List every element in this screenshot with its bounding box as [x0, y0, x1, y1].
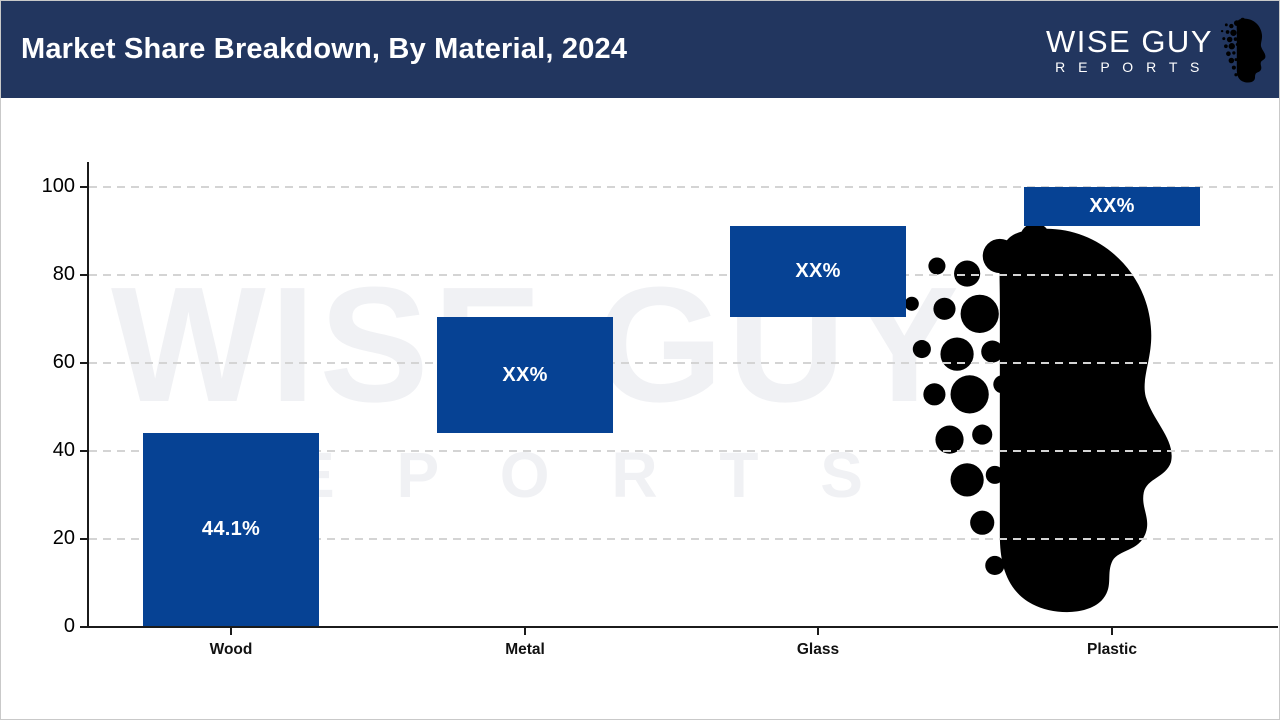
gridline-100	[89, 186, 1278, 188]
y-axis-tick-label: 60	[52, 351, 75, 373]
bar-value-label: XX%	[795, 260, 841, 283]
brand-logo: WISE GUY R E P O R T S	[1046, 1, 1267, 98]
y-axis-tick-mark	[80, 626, 88, 628]
logo-text: WISE GUY R E P O R T S	[1045, 23, 1213, 76]
y-axis-tick-label: 40	[52, 439, 75, 461]
y-axis-line	[87, 162, 89, 628]
y-axis-tick-mark	[80, 186, 88, 188]
logo-wordmark: WISE GUY	[1045, 23, 1213, 59]
x-axis-line	[87, 626, 1278, 628]
y-axis-tick-mark	[80, 450, 88, 452]
y-axis-tick-label: 80	[52, 263, 75, 285]
x-axis-tick-mark	[1111, 628, 1113, 635]
gridline-20	[89, 538, 1278, 540]
y-axis-tick-mark	[80, 538, 88, 540]
x-axis-category-label: Plastic	[1087, 641, 1137, 658]
logo-subtext: R E P O R T S	[1055, 59, 1204, 76]
gridline-40	[89, 450, 1278, 452]
x-axis-tick-mark	[524, 628, 526, 635]
bar-value-label: XX%	[502, 363, 548, 386]
bar-metal: XX%	[437, 317, 613, 433]
bar-value-label: 44.1%	[201, 518, 261, 541]
gridline-60	[89, 362, 1278, 364]
y-axis-tick-label: 100	[41, 175, 75, 197]
page-title: Market Share Breakdown, By Material, 202…	[21, 33, 628, 65]
x-axis-tick-mark	[817, 628, 819, 635]
bar-glass: XX%	[730, 226, 906, 318]
x-axis-category-label: Wood	[209, 641, 253, 658]
bar-plastic: XX%	[1024, 187, 1200, 227]
x-axis-category-label: Metal	[505, 641, 545, 658]
gridline-80	[89, 274, 1278, 276]
bar-wood: 44.1%	[143, 432, 319, 627]
x-axis-category-label: Glass	[796, 641, 840, 658]
x-axis-tick-mark	[230, 628, 232, 635]
bar-value-label: XX%	[1089, 195, 1135, 218]
header: Market Share Breakdown, By Material, 202…	[1, 1, 1279, 98]
y-axis-tick-mark	[80, 362, 88, 364]
y-axis-tick-mark	[80, 274, 88, 276]
y-axis-tick-label: 20	[52, 527, 75, 549]
y-axis-tick-label: 0	[63, 615, 75, 637]
